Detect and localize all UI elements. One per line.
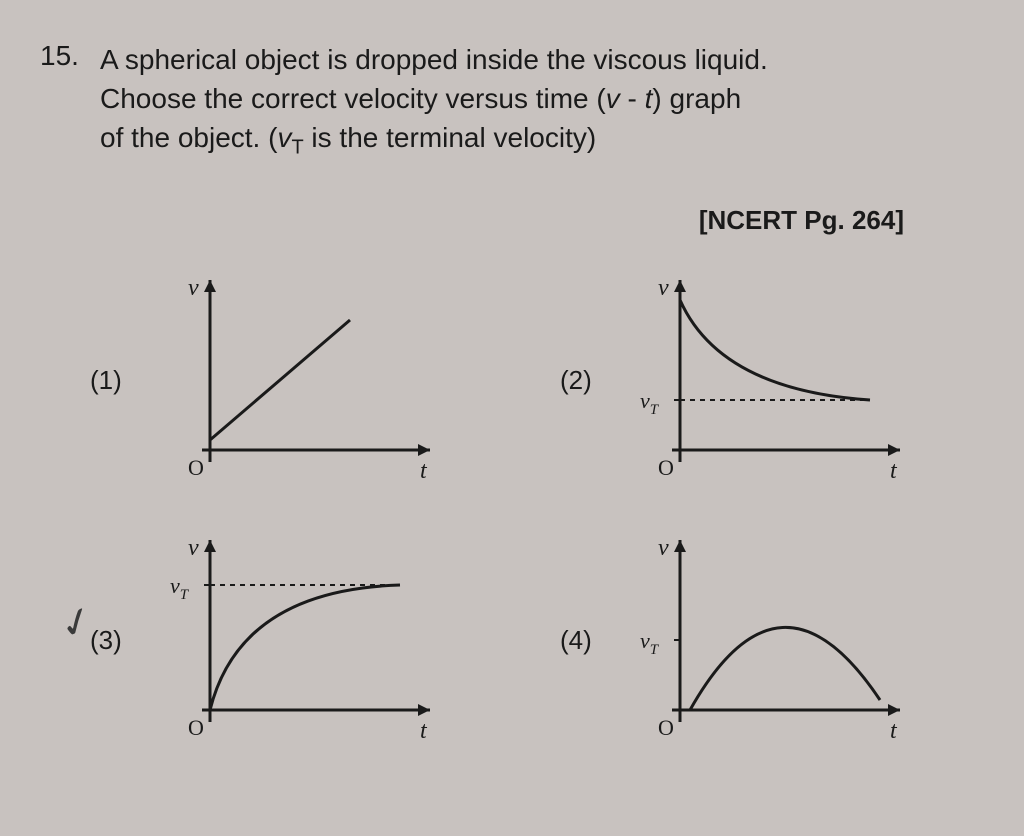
q-line2a: Choose the correct velocity versus time … (100, 83, 606, 114)
svg-text:vT: vT (640, 388, 660, 418)
svg-text:t: t (420, 458, 428, 484)
svg-text:t: t (890, 718, 898, 744)
q-vt-sub: T (291, 137, 303, 159)
option-3-label: (3) (90, 625, 140, 656)
graph-3: v t OvT (150, 520, 450, 760)
option-2[interactable]: (2) v t OvT (560, 260, 970, 500)
option-1[interactable]: (1) v t O (90, 260, 500, 500)
graph-2: v t OvT (620, 260, 920, 500)
svg-text:O: O (188, 455, 204, 480)
option-3[interactable]: (3) v t OvT (90, 520, 500, 760)
svg-text:v: v (188, 275, 199, 301)
q-vt: v (277, 122, 291, 153)
svg-text:O: O (658, 455, 674, 480)
svg-text:vT: vT (170, 573, 190, 603)
q-line1: A spherical object is dropped inside the… (100, 44, 768, 75)
option-1-label: (1) (90, 365, 140, 396)
q-v: v (606, 83, 620, 114)
svg-text:v: v (658, 275, 669, 301)
svg-text:O: O (658, 715, 674, 740)
svg-text:t: t (890, 458, 898, 484)
svg-text:t: t (420, 718, 428, 744)
svg-text:vT: vT (640, 628, 660, 658)
svg-text:v: v (658, 535, 669, 561)
q-line3b: is the terminal velocity) (304, 122, 597, 153)
option-2-label: (2) (560, 365, 610, 396)
q-dash: - (620, 83, 645, 114)
reference-tag: [NCERT Pg. 264] (699, 205, 904, 236)
question-text: A spherical object is dropped inside the… (100, 40, 768, 162)
question-number: 15. (40, 40, 100, 72)
graph-1: v t O (150, 260, 450, 500)
q-line3a: of the object. ( (100, 122, 277, 153)
graph-4: v t OvT (620, 520, 920, 760)
question-block: 15. A spherical object is dropped inside… (40, 40, 980, 162)
options-grid: (1) v t O (2) v t OvT (3) v t OvT (4) v t OvT (90, 260, 970, 760)
q-line2b: ) graph (652, 83, 741, 114)
svg-text:O: O (188, 715, 204, 740)
option-4[interactable]: (4) v t OvT (560, 520, 970, 760)
option-4-label: (4) (560, 625, 610, 656)
svg-text:v: v (188, 535, 199, 561)
